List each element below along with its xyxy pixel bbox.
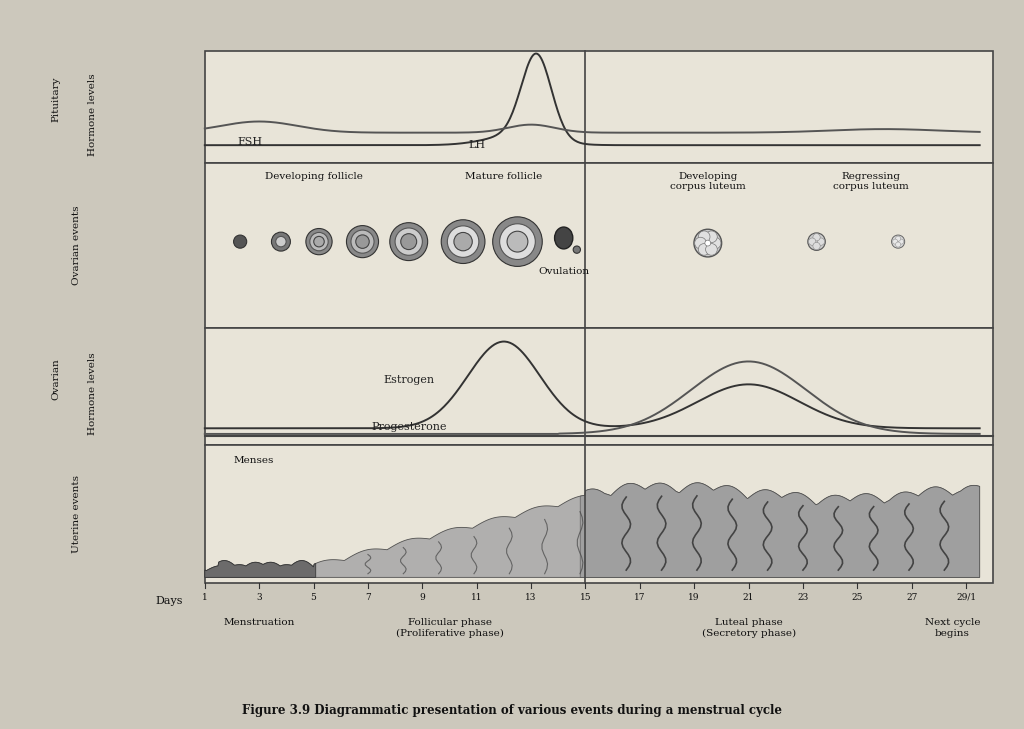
Ellipse shape — [271, 232, 291, 251]
Text: Hormone levels: Hormone levels — [88, 352, 96, 435]
Polygon shape — [205, 561, 315, 577]
Ellipse shape — [454, 233, 472, 251]
Ellipse shape — [698, 243, 710, 255]
Ellipse shape — [346, 225, 379, 257]
Ellipse shape — [351, 230, 374, 253]
Ellipse shape — [705, 240, 711, 246]
Text: Hormone levels: Hormone levels — [88, 73, 96, 155]
Text: Pituitary: Pituitary — [52, 77, 60, 122]
Text: 11: 11 — [471, 593, 482, 601]
Ellipse shape — [706, 231, 717, 243]
Text: 7: 7 — [366, 593, 371, 601]
Ellipse shape — [447, 226, 479, 257]
Text: Developing
corpus luteum: Developing corpus luteum — [670, 171, 745, 191]
Ellipse shape — [507, 231, 528, 252]
Text: Follicular phase
(Proliferative phase): Follicular phase (Proliferative phase) — [395, 618, 504, 638]
Ellipse shape — [555, 227, 572, 249]
Ellipse shape — [706, 243, 717, 255]
Ellipse shape — [400, 234, 417, 249]
Ellipse shape — [817, 238, 824, 245]
Text: Developing follicle: Developing follicle — [264, 171, 362, 181]
Text: 1: 1 — [202, 593, 208, 601]
Ellipse shape — [355, 235, 370, 249]
Ellipse shape — [493, 217, 543, 266]
Text: Estrogen: Estrogen — [383, 375, 434, 386]
Ellipse shape — [893, 239, 898, 244]
Text: Mature follicle: Mature follicle — [465, 171, 543, 181]
Ellipse shape — [310, 233, 328, 251]
Ellipse shape — [395, 228, 422, 255]
Text: 19: 19 — [688, 593, 700, 601]
Bar — [205, 328, 993, 445]
Text: Figure 3.9 Diagrammatic presentation of various events during a menstrual cycle: Figure 3.9 Diagrammatic presentation of … — [242, 704, 782, 717]
Ellipse shape — [813, 242, 820, 249]
Ellipse shape — [313, 236, 325, 247]
Ellipse shape — [813, 233, 820, 241]
Text: LH: LH — [468, 139, 485, 149]
Text: Regressing
corpus luteum: Regressing corpus luteum — [834, 171, 909, 191]
Text: 5: 5 — [310, 593, 316, 601]
Text: 27: 27 — [906, 593, 918, 601]
Text: Ovulation: Ovulation — [539, 267, 589, 276]
Text: Uterine events: Uterine events — [73, 475, 81, 553]
Text: 15: 15 — [580, 593, 591, 601]
Ellipse shape — [275, 236, 286, 247]
Text: 25: 25 — [852, 593, 863, 601]
Ellipse shape — [306, 228, 332, 254]
Text: Luteal phase
(Secretory phase): Luteal phase (Secretory phase) — [701, 618, 796, 638]
Ellipse shape — [233, 235, 247, 248]
Ellipse shape — [390, 222, 428, 260]
Ellipse shape — [710, 237, 721, 249]
Polygon shape — [581, 483, 980, 577]
Text: Menses: Menses — [233, 456, 274, 465]
Text: FSH: FSH — [238, 137, 262, 147]
Bar — [205, 51, 993, 163]
Ellipse shape — [573, 246, 581, 253]
Text: 13: 13 — [525, 593, 537, 601]
Text: Ovarian events: Ovarian events — [73, 206, 81, 285]
Ellipse shape — [694, 237, 707, 249]
Ellipse shape — [896, 242, 901, 247]
Text: Progesterone: Progesterone — [371, 422, 446, 432]
Ellipse shape — [698, 231, 710, 243]
Text: 3: 3 — [256, 593, 262, 601]
Ellipse shape — [892, 235, 904, 248]
Text: Menstruation: Menstruation — [223, 618, 295, 627]
Text: Next cycle
begins: Next cycle begins — [925, 618, 980, 638]
Ellipse shape — [896, 236, 901, 241]
Text: 21: 21 — [742, 593, 755, 601]
Ellipse shape — [808, 233, 825, 250]
Text: 9: 9 — [420, 593, 425, 601]
Ellipse shape — [441, 219, 485, 263]
Ellipse shape — [694, 229, 722, 257]
Ellipse shape — [500, 224, 536, 260]
Text: Ovarian: Ovarian — [52, 358, 60, 400]
Ellipse shape — [809, 238, 816, 245]
Text: 29/1: 29/1 — [956, 593, 976, 601]
Bar — [205, 445, 993, 583]
Polygon shape — [205, 483, 980, 577]
Bar — [205, 163, 993, 328]
Text: 17: 17 — [634, 593, 645, 601]
Ellipse shape — [898, 239, 903, 244]
Text: Days: Days — [156, 596, 182, 607]
Text: 23: 23 — [798, 593, 809, 601]
